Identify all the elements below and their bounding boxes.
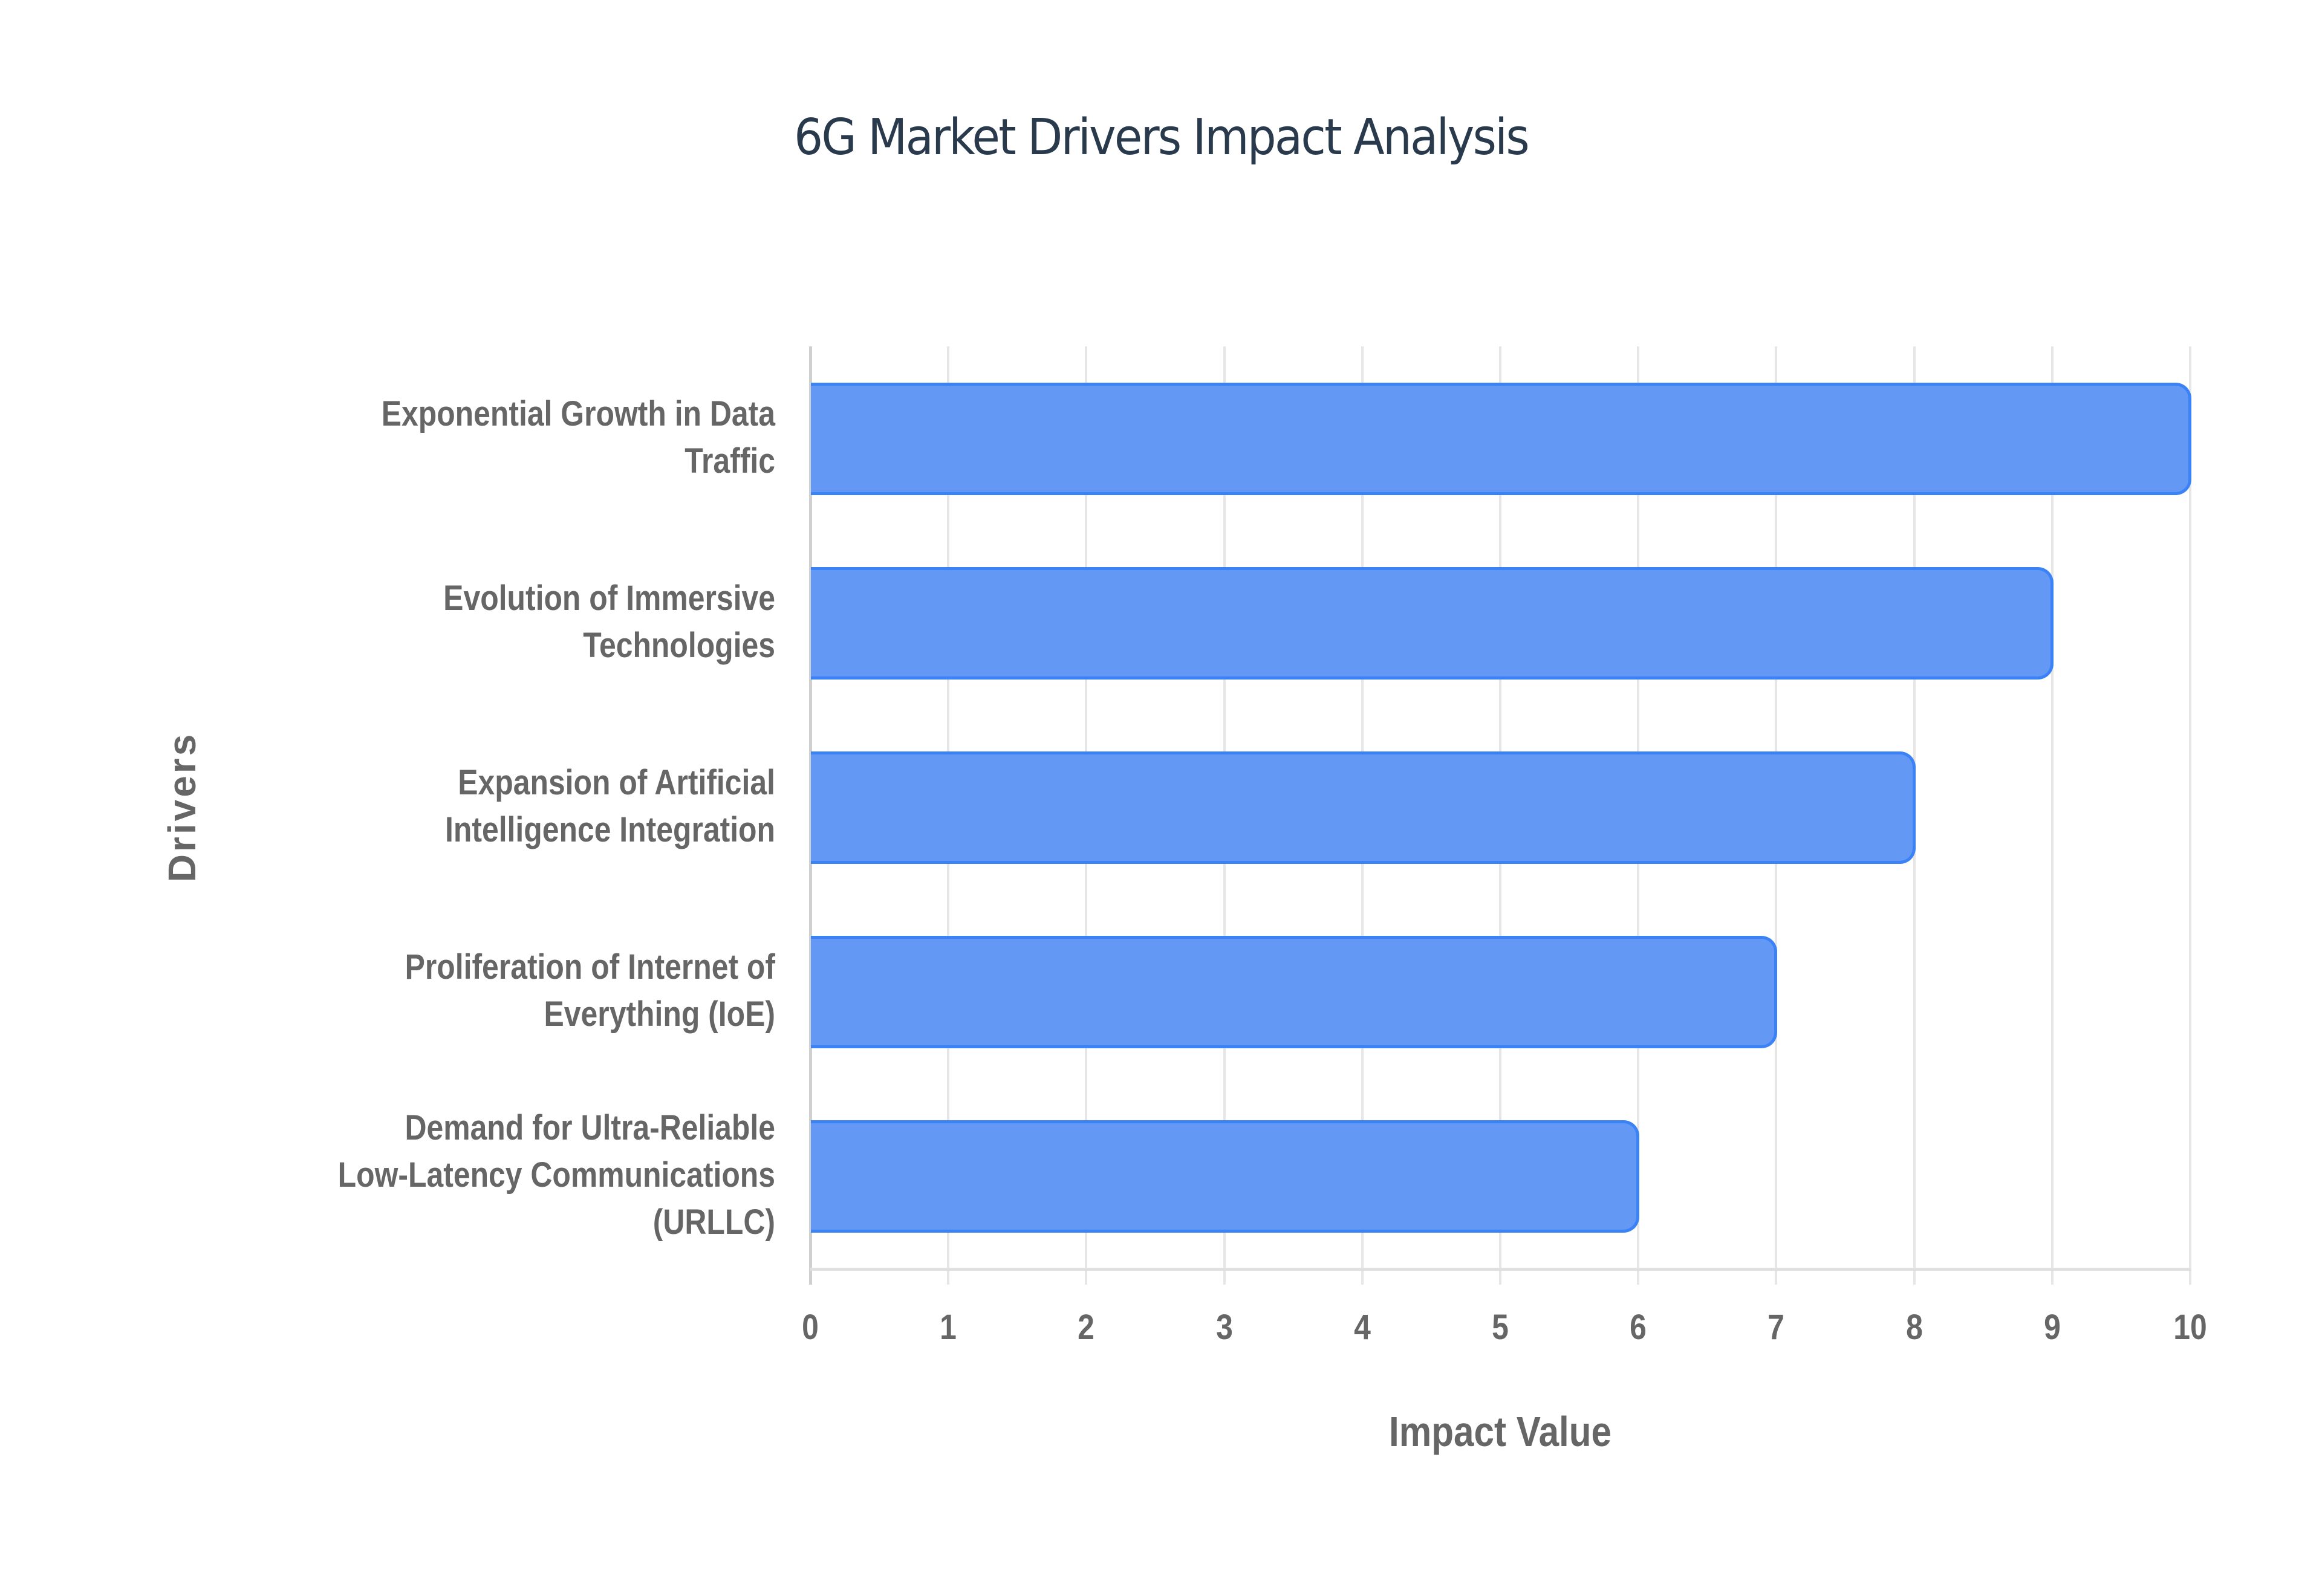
bar[interactable] [811, 1120, 1640, 1233]
y-category-label: Evolution of Immersive Technologies [307, 575, 775, 669]
y-category-label: Expansion of Artificial Intelligence Inte… [307, 759, 775, 854]
gridline [2050, 346, 2054, 1285]
x-tick-label: 4 [1353, 1308, 1371, 1347]
y-category-label: Demand for Ultra-Reliable Low-Latency Com… [307, 1105, 775, 1246]
label-line: Everything (IoE) [544, 994, 775, 1034]
bar[interactable] [811, 566, 2054, 680]
bar[interactable] [811, 382, 2191, 495]
y-category-label: Proliferation of Internet of Everything (… [307, 944, 775, 1038]
label-line: Demand for Ultra-Reliable [405, 1108, 775, 1148]
x-axis-title: Impact Value [1388, 1408, 1612, 1455]
label-line: Expansion of Artificial [458, 763, 775, 802]
label-line: Low-Latency Communications [337, 1155, 775, 1195]
x-tick-label: 7 [1768, 1308, 1785, 1347]
label-line: (URLLC) [652, 1202, 775, 1242]
x-tick-label: 9 [2043, 1308, 2061, 1347]
y-category-label: Exponential Growth in Data Traffic [307, 391, 775, 485]
x-tick-label: 10 [2173, 1308, 2207, 1347]
x-tick-label: 6 [1630, 1308, 1647, 1347]
chart-title: 6G Market Drivers Impact Analysis [794, 109, 1530, 166]
label-line: Technologies [583, 625, 775, 665]
y-axis-title: Drivers [160, 731, 204, 883]
label-line: Evolution of Immersive [443, 578, 775, 618]
label-line: Traffic [685, 441, 775, 481]
x-tick-label: 8 [1905, 1308, 1923, 1347]
x-tick-label: 5 [1492, 1308, 1509, 1347]
x-tick-label: 1 [940, 1308, 957, 1347]
x-tick-label: 3 [1215, 1308, 1233, 1347]
x-tick-label: 2 [1078, 1308, 1095, 1347]
label-line: Exponential Growth in Data [381, 394, 775, 433]
label-line: Intelligence Integration [445, 810, 775, 849]
x-tick-label: 0 [802, 1308, 819, 1347]
bar[interactable] [811, 936, 1778, 1049]
x-axis-line [810, 1268, 2191, 1271]
label-line: Proliferation of Internet of [405, 947, 775, 987]
y-axis-line [809, 346, 812, 1285]
gridline [2189, 346, 2191, 1285]
bar[interactable] [811, 751, 1916, 864]
